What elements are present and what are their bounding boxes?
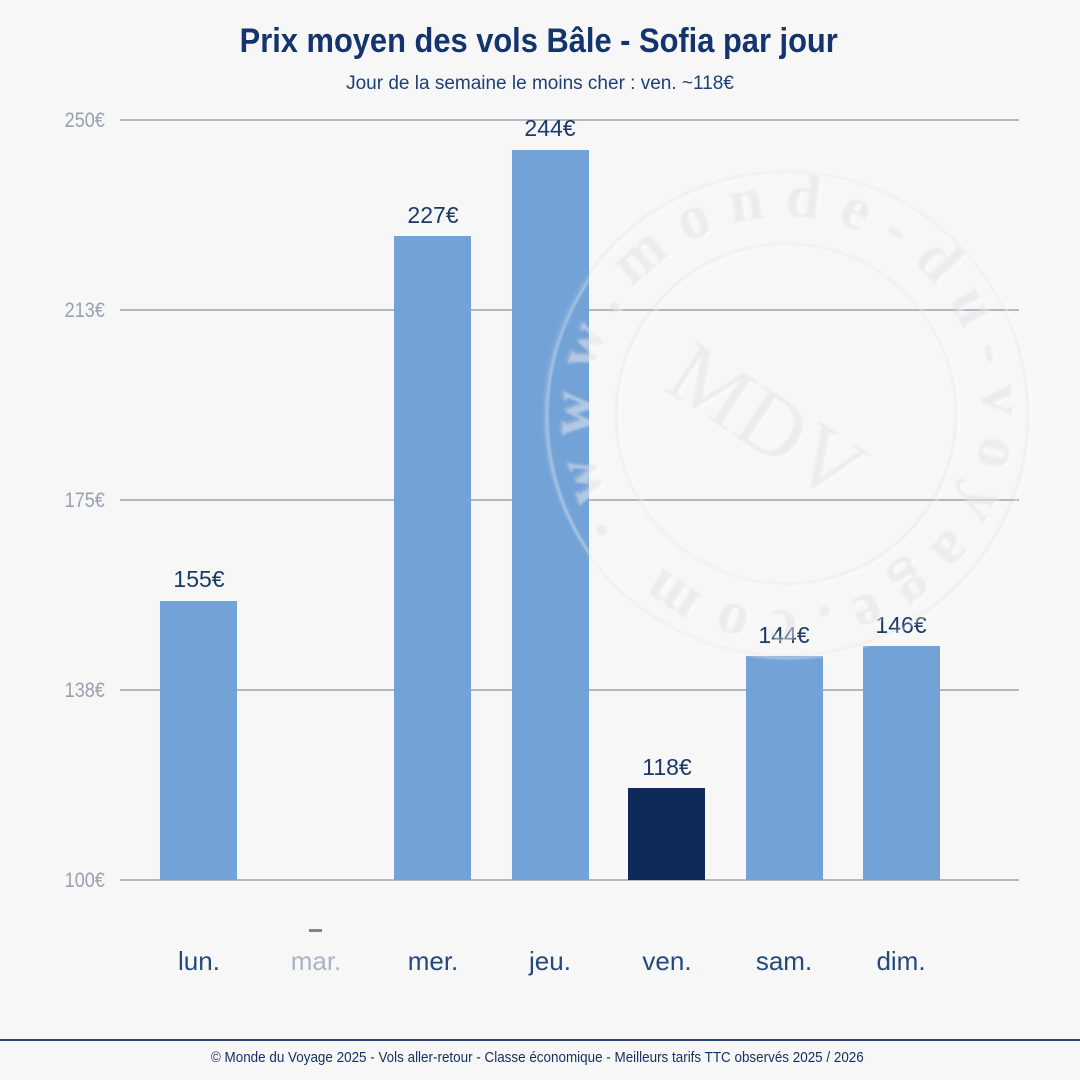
svg-text:MDV: MDV (651, 324, 884, 523)
